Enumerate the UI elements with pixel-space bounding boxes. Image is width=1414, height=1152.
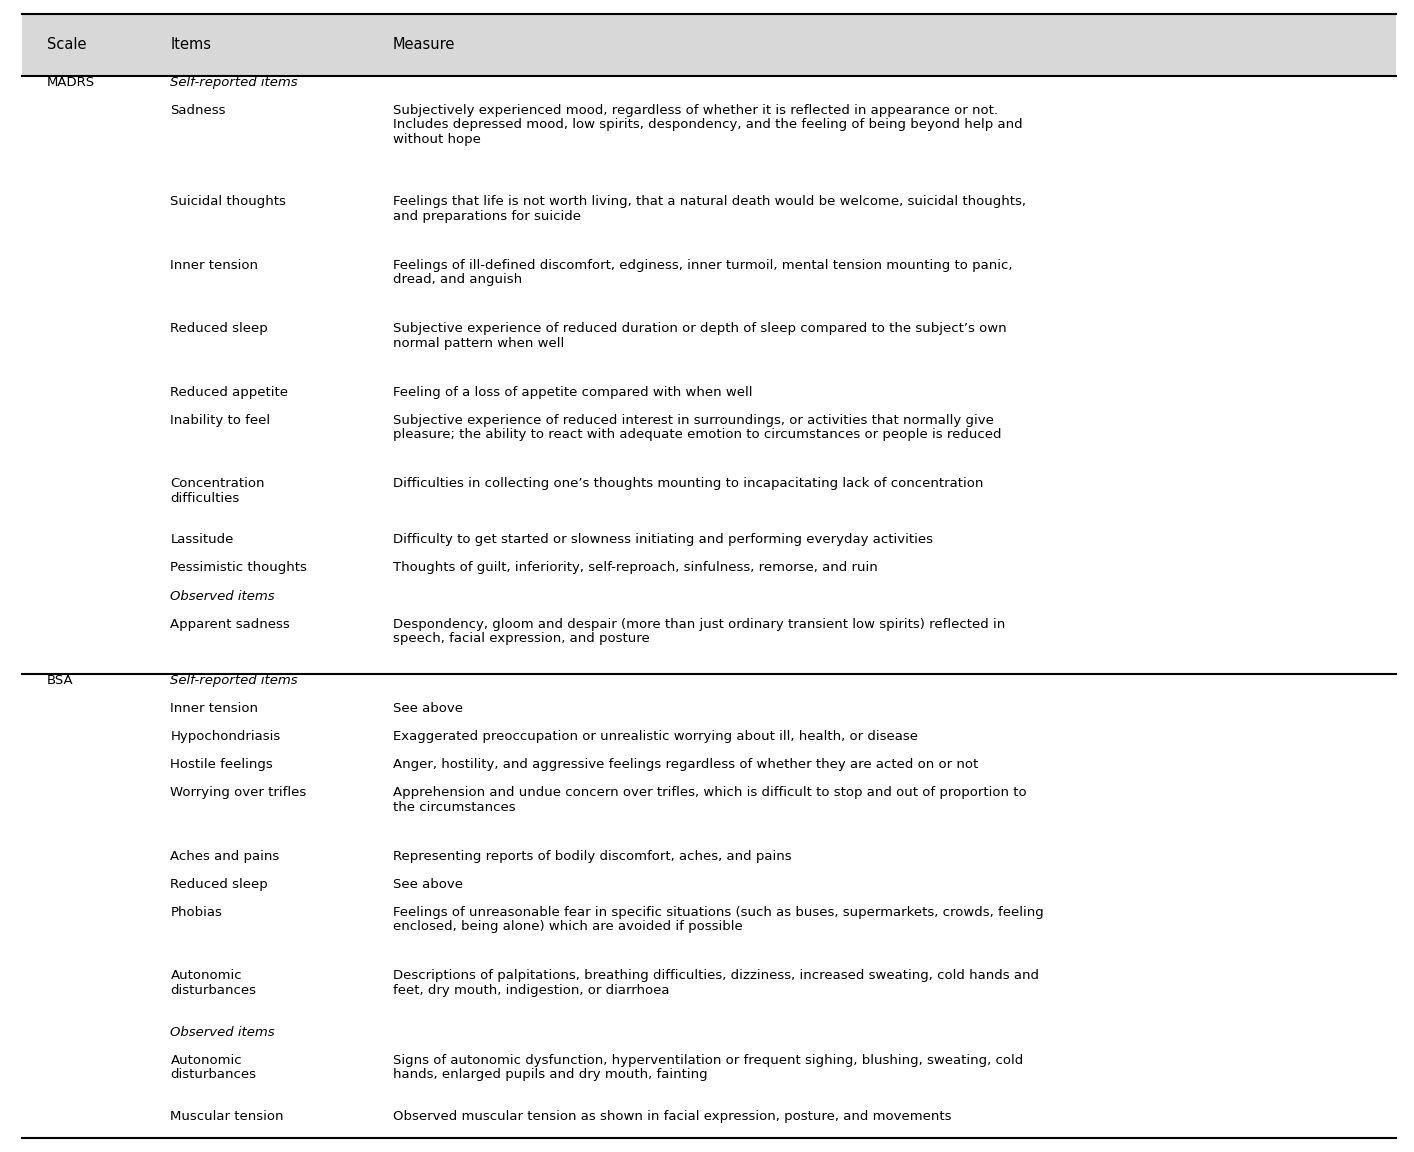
Text: Difficulties in collecting one’s thoughts mounting to incapacitating lack of con: Difficulties in collecting one’s thought…	[393, 477, 983, 491]
Text: Subjective experience of reduced duration or depth of sleep compared to the subj: Subjective experience of reduced duratio…	[393, 323, 1007, 350]
Text: Exaggerated preoccupation or unrealistic worrying about ill, health, or disease: Exaggerated preoccupation or unrealistic…	[393, 730, 918, 743]
Text: See above: See above	[393, 878, 462, 890]
Text: Signs of autonomic dysfunction, hyperventilation or frequent sighing, blushing, : Signs of autonomic dysfunction, hyperven…	[393, 1054, 1024, 1082]
Text: Sadness: Sadness	[171, 104, 226, 116]
Text: Apprehension and undue concern over trifles, which is difficult to stop and out : Apprehension and undue concern over trif…	[393, 787, 1027, 813]
Text: Phobias: Phobias	[171, 905, 222, 919]
Text: Pessimistic thoughts: Pessimistic thoughts	[171, 561, 307, 575]
Text: Difficulty to get started or slowness initiating and performing everyday activit: Difficulty to get started or slowness in…	[393, 533, 933, 546]
Text: BSA: BSA	[47, 674, 74, 687]
Text: Observed items: Observed items	[171, 590, 274, 602]
Text: Apparent sadness: Apparent sadness	[171, 617, 290, 630]
Bar	[23, 14, 1396, 76]
Text: Scale: Scale	[47, 37, 86, 52]
Text: Hypochondriasis: Hypochondriasis	[171, 730, 280, 743]
Text: Reduced sleep: Reduced sleep	[171, 323, 269, 335]
Text: See above: See above	[393, 702, 462, 715]
Text: Reduced sleep: Reduced sleep	[171, 878, 269, 890]
Text: Worrying over trifles: Worrying over trifles	[171, 787, 307, 799]
Text: Subjective experience of reduced interest in surroundings, or activities that no: Subjective experience of reduced interes…	[393, 414, 1001, 441]
Text: Concentration
difficulties: Concentration difficulties	[171, 477, 264, 505]
Text: Autonomic
disturbances: Autonomic disturbances	[171, 1054, 256, 1082]
Text: Despondency, gloom and despair (more than just ordinary transient low spirits) r: Despondency, gloom and despair (more tha…	[393, 617, 1005, 645]
Text: Aches and pains: Aches and pains	[171, 850, 280, 863]
Text: Self-reported items: Self-reported items	[171, 76, 298, 89]
Text: Inner tension: Inner tension	[171, 702, 259, 715]
Text: Representing reports of bodily discomfort, aches, and pains: Representing reports of bodily discomfor…	[393, 850, 792, 863]
Text: Feelings of ill-defined discomfort, edginess, inner turmoil, mental tension moun: Feelings of ill-defined discomfort, edgi…	[393, 259, 1012, 286]
Text: Items: Items	[171, 37, 211, 52]
Text: Anger, hostility, and aggressive feelings regardless of whether they are acted o: Anger, hostility, and aggressive feeling…	[393, 758, 978, 771]
Text: Suicidal thoughts: Suicidal thoughts	[171, 196, 286, 209]
Text: Observed muscular tension as shown in facial expression, posture, and movements: Observed muscular tension as shown in fa…	[393, 1109, 952, 1123]
Text: MADRS: MADRS	[47, 76, 95, 89]
Text: Hostile feelings: Hostile feelings	[171, 758, 273, 771]
Text: Feeling of a loss of appetite compared with when well: Feeling of a loss of appetite compared w…	[393, 386, 752, 399]
Text: Autonomic
disturbances: Autonomic disturbances	[171, 969, 256, 996]
Text: Inner tension: Inner tension	[171, 259, 259, 272]
Text: Subjectively experienced mood, regardless of whether it is reflected in appearan: Subjectively experienced mood, regardles…	[393, 104, 1022, 146]
Text: Measure: Measure	[393, 37, 455, 52]
Text: Observed items: Observed items	[171, 1025, 274, 1039]
Text: Feelings that life is not worth living, that a natural death would be welcome, s: Feelings that life is not worth living, …	[393, 196, 1027, 222]
Text: Inability to feel: Inability to feel	[171, 414, 270, 426]
Text: Lassitude: Lassitude	[171, 533, 233, 546]
Text: Descriptions of palpitations, breathing difficulties, dizziness, increased sweat: Descriptions of palpitations, breathing …	[393, 969, 1039, 996]
Text: Reduced appetite: Reduced appetite	[171, 386, 288, 399]
Text: Self-reported items: Self-reported items	[171, 674, 298, 687]
Text: Feelings of unreasonable fear in specific situations (such as buses, supermarket: Feelings of unreasonable fear in specifi…	[393, 905, 1044, 933]
Text: Muscular tension: Muscular tension	[171, 1109, 284, 1123]
Text: Thoughts of guilt, inferiority, self-reproach, sinfulness, remorse, and ruin: Thoughts of guilt, inferiority, self-rep…	[393, 561, 878, 575]
